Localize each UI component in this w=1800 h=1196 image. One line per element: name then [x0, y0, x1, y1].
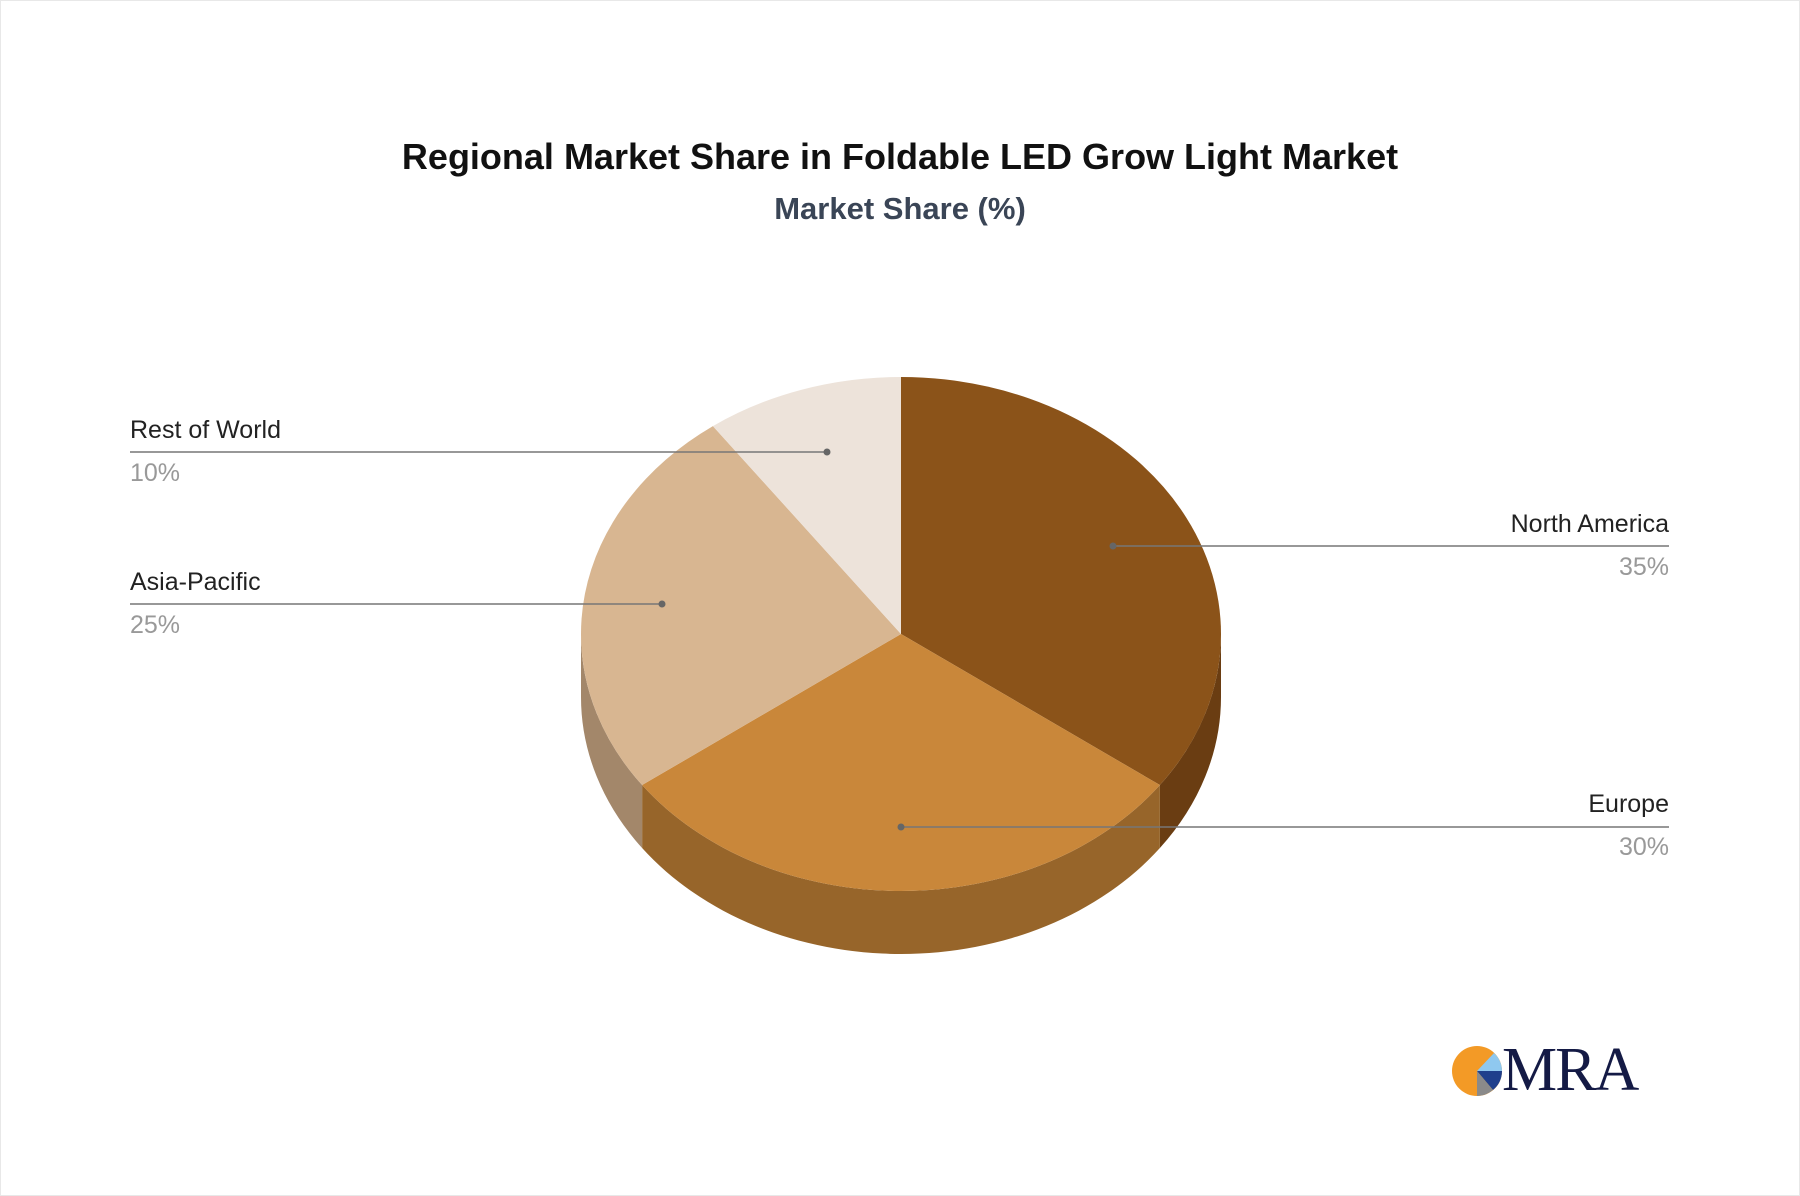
value-asia-pacific: 25%	[130, 611, 181, 639]
logo-text: MRA	[1502, 1036, 1639, 1104]
slice-side-europe	[642, 785, 1160, 954]
value-north-america: 35%	[1618, 553, 1669, 581]
label-north-america: North America	[1510, 510, 1669, 538]
chart-title: Regional Market Share in Foldable LED Gr…	[401, 136, 1399, 177]
logo-pie-icon	[1452, 1046, 1502, 1096]
slice-side-asia-pacific	[581, 634, 643, 849]
leader-dot-asia-pacific	[658, 600, 666, 608]
label-europe: Europe	[1588, 790, 1669, 818]
slice-asia-pacific[interactable]	[581, 426, 901, 786]
label-rest-of-world: Rest of World	[130, 416, 281, 444]
slice-north-america[interactable]	[901, 377, 1221, 786]
slice-side-north-america	[1159, 634, 1221, 849]
value-europe: 30%	[1618, 833, 1669, 861]
leader-dot-europe	[897, 823, 905, 831]
leader-dot-north-america	[1109, 542, 1117, 550]
leader-dot-rest-of-world	[823, 448, 831, 456]
mra-logo: MRA	[1450, 1036, 1640, 1104]
slice-rest-of-world[interactable]	[712, 377, 901, 634]
label-asia-pacific: Asia-Pacific	[130, 568, 261, 596]
chart-subtitle: Market Share (%)	[774, 191, 1026, 226]
value-rest-of-world: 10%	[130, 459, 181, 487]
